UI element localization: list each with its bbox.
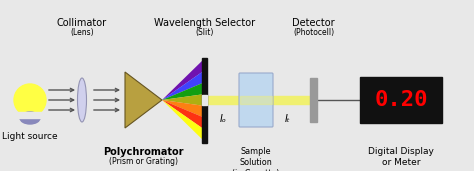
Polygon shape xyxy=(162,58,205,100)
FancyBboxPatch shape xyxy=(239,73,273,127)
Bar xyxy=(272,96,310,104)
Bar xyxy=(202,57,208,142)
Circle shape xyxy=(14,84,46,116)
Text: Iₜ: Iₜ xyxy=(285,114,291,124)
Polygon shape xyxy=(162,70,205,100)
Text: Sample
Solution
(in Cuvette): Sample Solution (in Cuvette) xyxy=(232,147,280,171)
Bar xyxy=(208,96,240,104)
Polygon shape xyxy=(162,82,205,100)
Polygon shape xyxy=(162,100,205,118)
Bar xyxy=(202,95,208,105)
Text: Detector: Detector xyxy=(292,18,335,28)
Text: Wavelength Selector: Wavelength Selector xyxy=(155,18,255,28)
Text: Polychromator: Polychromator xyxy=(103,147,184,157)
Bar xyxy=(360,77,442,123)
Text: (Prism or Grating): (Prism or Grating) xyxy=(109,157,178,166)
Text: (Photocell): (Photocell) xyxy=(293,28,334,37)
Polygon shape xyxy=(125,72,162,128)
Text: Iₒ: Iₒ xyxy=(219,114,227,124)
Polygon shape xyxy=(162,100,205,142)
Bar xyxy=(14,112,46,118)
Text: (Slit): (Slit) xyxy=(196,28,214,37)
Ellipse shape xyxy=(20,112,40,124)
Text: 0.20: 0.20 xyxy=(374,90,428,110)
Polygon shape xyxy=(162,94,205,106)
Text: Digital Display
or Meter: Digital Display or Meter xyxy=(368,147,434,167)
Text: Light source: Light source xyxy=(2,132,58,141)
Polygon shape xyxy=(162,100,205,130)
Bar xyxy=(240,96,272,104)
Text: Collimator: Collimator xyxy=(57,18,107,28)
Bar xyxy=(310,78,317,122)
Text: (Lens): (Lens) xyxy=(70,28,94,37)
Ellipse shape xyxy=(78,78,86,122)
